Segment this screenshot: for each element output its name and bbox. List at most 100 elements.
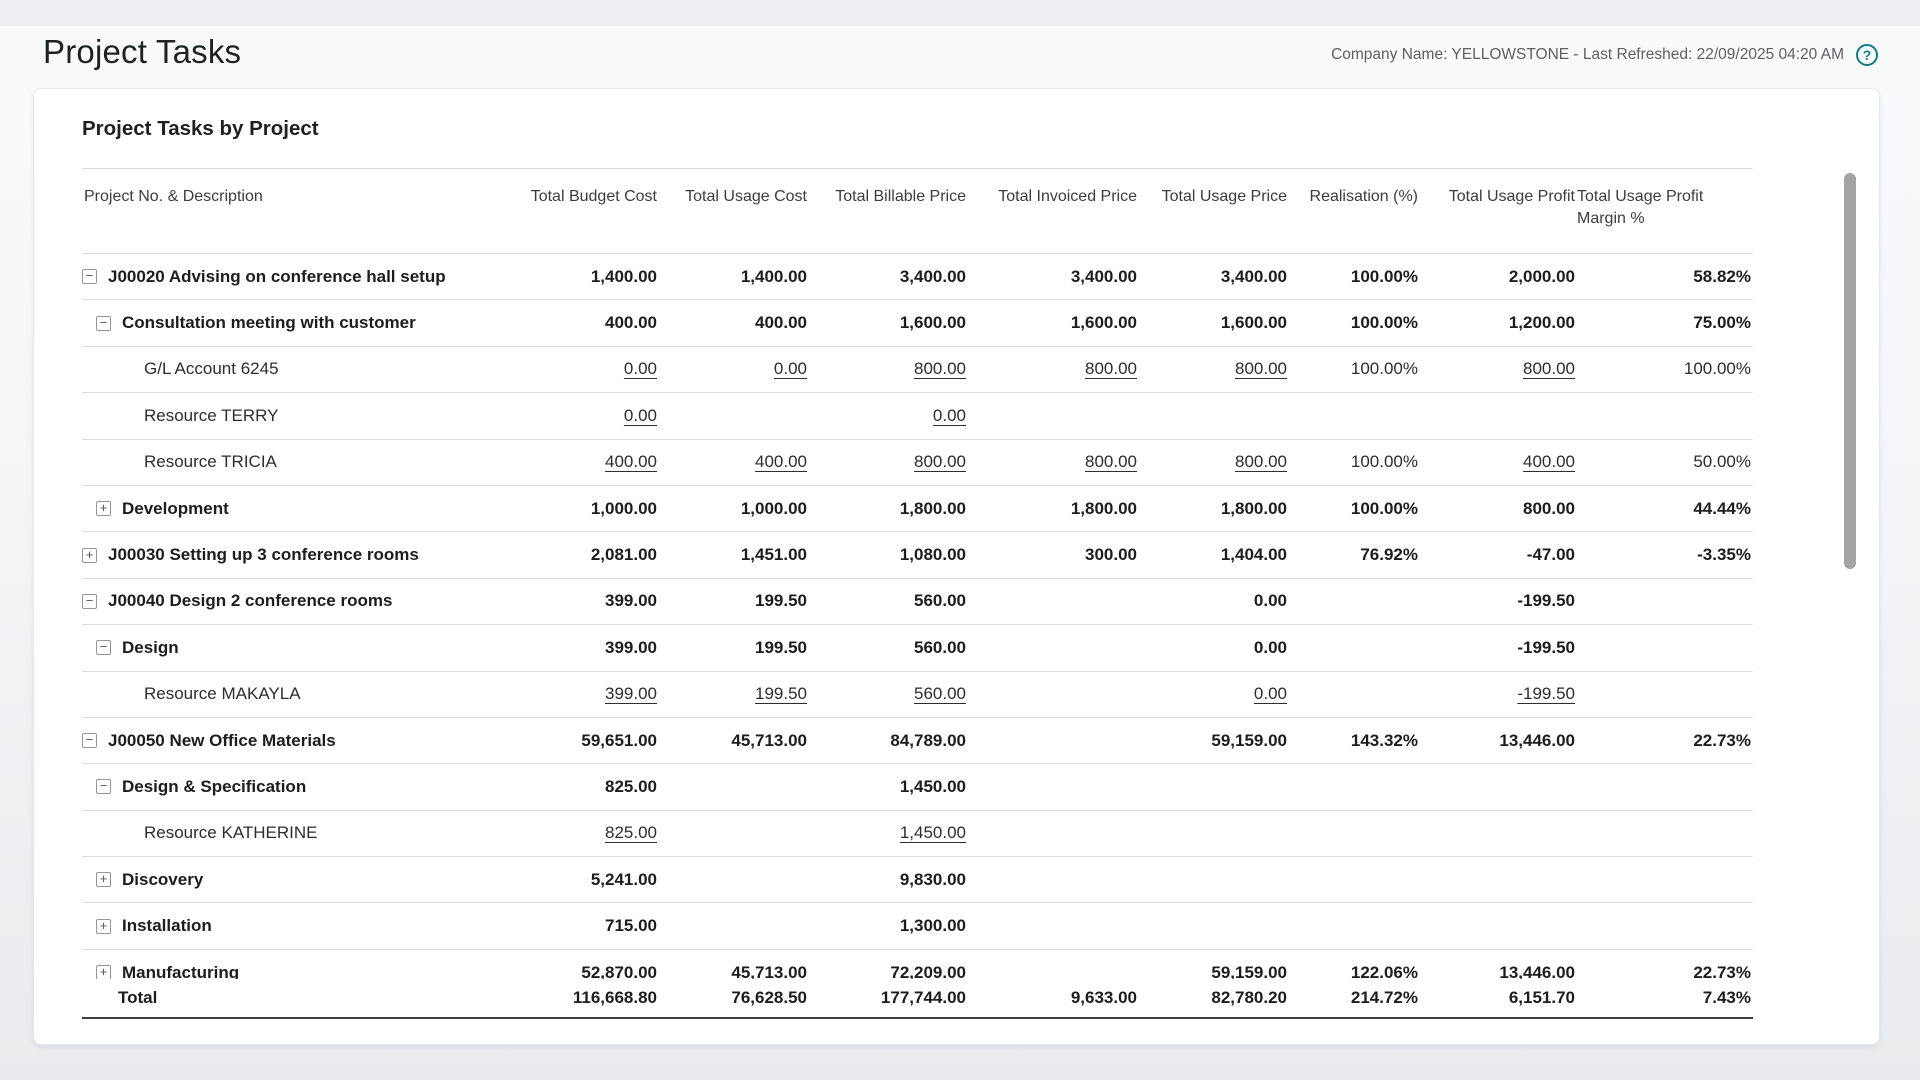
collapse-icon[interactable]: − xyxy=(82,269,97,285)
drillthrough-value[interactable]: 400.00 xyxy=(1523,452,1575,472)
value-cell: 13,446.00 xyxy=(1499,730,1575,750)
value-cell: 1,600.00 xyxy=(899,313,966,333)
total-value-cell: 6,151.70 xyxy=(1508,988,1575,1007)
value-cell: 45,713.00 xyxy=(731,962,807,979)
drillthrough-value[interactable]: 400.00 xyxy=(755,452,807,472)
row-description-cell: − Consultation meeting with customer xyxy=(82,313,509,333)
value-cell: 800.00 xyxy=(968,359,1139,379)
expand-icon[interactable]: + xyxy=(96,965,111,979)
drillthrough-value[interactable]: 800.00 xyxy=(1523,359,1575,379)
column-header: Realisation (%) xyxy=(1309,188,1418,205)
drillthrough-value[interactable]: 400.00 xyxy=(605,452,657,472)
table-row: − J00040 Design 2 conference rooms 399.00 1… xyxy=(82,579,1753,626)
expand-icon[interactable]: + xyxy=(96,918,111,934)
drillthrough-value[interactable]: 800.00 xyxy=(1085,452,1137,472)
value-cell: 1,300.00 xyxy=(899,916,966,936)
value-cell: 825.00 xyxy=(509,823,659,843)
value-cell: -47.00 xyxy=(1526,545,1575,565)
value-cell: 3,400.00 xyxy=(899,266,966,286)
value-cell: 560.00 xyxy=(914,637,966,657)
value-cell: 0.00 xyxy=(809,406,968,426)
row-description-cell: + Installation xyxy=(82,916,509,936)
table-row: − J00020 Advising on conference hall setu… xyxy=(82,254,1753,301)
collapse-icon[interactable]: − xyxy=(96,640,111,656)
collapse-icon[interactable]: − xyxy=(82,733,97,749)
row-label: J00020 Advising on conference hall setup xyxy=(108,266,446,286)
value-cell: 75.00% xyxy=(1693,313,1751,333)
row-description-cell: + J00030 Setting up 3 conference rooms xyxy=(82,545,509,565)
value-cell: 100.00% xyxy=(1350,266,1418,286)
expand-icon[interactable]: + xyxy=(82,547,97,563)
table-row: + Discovery 5,241.00 9,830.00 xyxy=(82,857,1753,904)
value-cell: 100.00% xyxy=(1683,359,1751,379)
expand-icon[interactable]: + xyxy=(96,501,111,517)
card-title: Project Tasks by Project xyxy=(82,117,319,140)
drillthrough-value[interactable]: 800.00 xyxy=(1235,359,1287,379)
column-header: Total Invoiced Price xyxy=(998,188,1137,205)
table-row: − Design & Specification 825.00 1,450.00 xyxy=(82,764,1753,811)
value-cell: 1,451.00 xyxy=(740,545,807,565)
vertical-scrollbar[interactable] xyxy=(1844,173,1856,569)
report-refresh-meta: Company Name: YELLOWSTONE - Last Refresh… xyxy=(1331,46,1844,63)
expand-icon[interactable]: + xyxy=(96,872,111,888)
row-label: G/L Account 6245 xyxy=(144,359,279,379)
drillthrough-value[interactable]: 825.00 xyxy=(605,823,657,843)
value-cell: 100.00% xyxy=(1350,359,1418,379)
value-cell: 84,789.00 xyxy=(890,730,966,750)
table-body: − J00020 Advising on conference hall setu… xyxy=(82,254,1753,979)
value-cell: 59,651.00 xyxy=(581,730,657,750)
drillthrough-value[interactable]: 560.00 xyxy=(914,684,966,704)
collapse-icon[interactable]: − xyxy=(96,315,111,331)
total-row: Total 116,668.80 76,628.50 177,744.00 9,633.… xyxy=(82,979,1753,1019)
row-label: J00050 New Office Materials xyxy=(108,730,336,750)
value-cell: 2,000.00 xyxy=(1508,266,1575,286)
drillthrough-value[interactable]: 800.00 xyxy=(1085,359,1137,379)
row-label: Resource TERRY xyxy=(144,405,279,425)
drillthrough-value[interactable]: 1,450.00 xyxy=(899,823,966,843)
drillthrough-value[interactable]: 0.00 xyxy=(773,359,807,379)
value-cell: 59,159.00 xyxy=(1211,962,1287,979)
collapse-icon[interactable]: − xyxy=(96,779,111,795)
table-row: + Manufacturing 52,870.00 45,713.00 72,209.0… xyxy=(82,950,1753,979)
value-cell: 58.82% xyxy=(1693,266,1751,286)
value-cell: 59,159.00 xyxy=(1211,730,1287,750)
value-cell: 1,450.00 xyxy=(899,776,966,796)
total-value-cell: 177,744.00 xyxy=(880,988,966,1007)
value-cell: 122.06% xyxy=(1350,962,1418,979)
row-label: Design & Specification xyxy=(122,776,307,796)
total-value-cell: 82,780.20 xyxy=(1211,988,1287,1007)
value-cell: 800.00 xyxy=(1523,498,1575,518)
drillthrough-value[interactable]: 0.00 xyxy=(932,405,966,425)
column-header: Total Billable Price xyxy=(835,188,966,205)
value-cell: 3,400.00 xyxy=(1070,266,1137,286)
drillthrough-value[interactable]: -199.50 xyxy=(1517,684,1575,704)
value-cell: 400.00 xyxy=(1420,452,1577,472)
row-label: Resource KATHERINE xyxy=(144,823,318,843)
value-cell: 72,209.00 xyxy=(890,962,966,979)
drillthrough-value[interactable]: 800.00 xyxy=(1235,452,1287,472)
value-cell: 1,000.00 xyxy=(590,498,657,518)
drillthrough-value[interactable]: 800.00 xyxy=(914,452,966,472)
value-cell: 13,446.00 xyxy=(1499,962,1575,979)
drillthrough-value[interactable]: 199.50 xyxy=(755,684,807,704)
value-cell: 825.00 xyxy=(605,776,657,796)
drillthrough-value[interactable]: 0.00 xyxy=(623,405,657,425)
column-header: Total Usage Price xyxy=(1161,188,1287,205)
value-cell: 5,241.00 xyxy=(590,869,657,889)
value-cell: 399.00 xyxy=(605,637,657,657)
help-icon[interactable]: ? xyxy=(1856,44,1878,66)
drillthrough-value[interactable]: 800.00 xyxy=(914,359,966,379)
row-description-cell: + Discovery xyxy=(82,870,509,890)
value-cell: 800.00 xyxy=(968,452,1139,472)
table-header-row: Project No. & Description Total Budget Co… xyxy=(82,168,1753,254)
row-description-cell: Resource TRICIA xyxy=(82,452,509,472)
drillthrough-value[interactable]: 399.00 xyxy=(605,684,657,704)
value-cell: 100.00% xyxy=(1350,313,1418,333)
value-cell: 100.00% xyxy=(1350,498,1418,518)
drillthrough-value[interactable]: 0.00 xyxy=(623,359,657,379)
value-cell: 800.00 xyxy=(1139,359,1289,379)
collapse-icon[interactable]: − xyxy=(82,593,97,609)
value-cell: 199.50 xyxy=(659,684,809,704)
drillthrough-value[interactable]: 0.00 xyxy=(1253,684,1287,704)
value-cell: 1,404.00 xyxy=(1220,545,1287,565)
